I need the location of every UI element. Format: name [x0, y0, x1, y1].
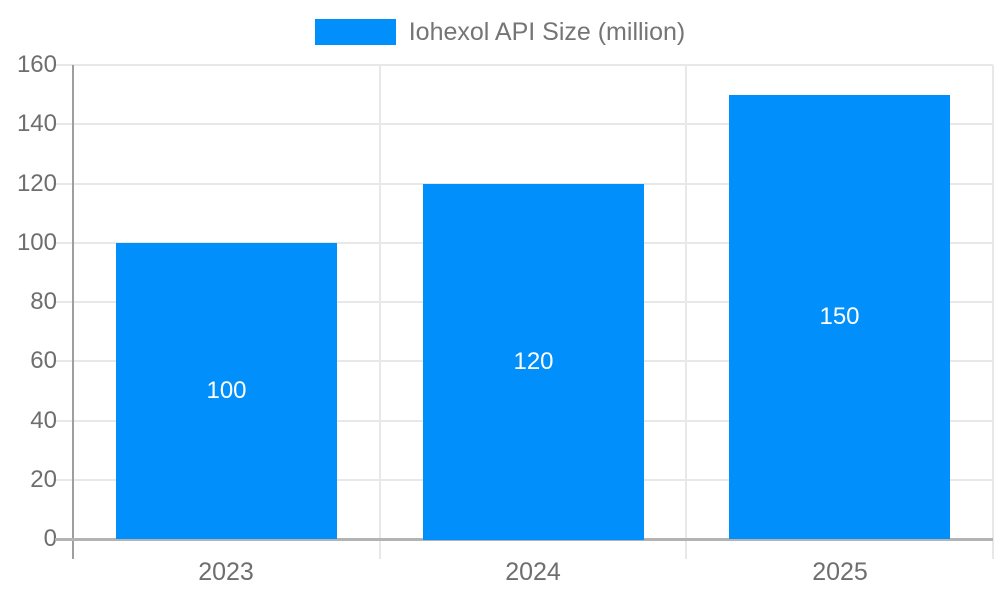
x-axis-label: 2024: [505, 558, 561, 586]
bar-value-label: 150: [819, 303, 860, 330]
bar-value-label: 120: [513, 348, 554, 375]
bar[interactable]: 100: [116, 243, 337, 539]
h-gridline: [55, 123, 993, 126]
y-axis-label: 60: [30, 347, 57, 375]
y-axis-label: 0: [43, 525, 57, 552]
h-gridline: [55, 64, 993, 66]
y-axis-line: [72, 65, 74, 559]
x-axis-label: 2025: [812, 558, 868, 586]
legend[interactable]: Iohexol API Size (million): [0, 17, 1000, 47]
y-axis-label: 20: [30, 465, 57, 493]
v-gridline: [685, 65, 688, 559]
bar[interactable]: 150: [729, 95, 950, 539]
bar-value-label: 100: [206, 377, 247, 404]
y-axis-label: 100: [16, 228, 57, 256]
v-gridline: [378, 65, 381, 559]
v-gridline: [992, 65, 994, 559]
y-axis-label: 140: [16, 110, 57, 138]
y-axis-label: 160: [16, 51, 57, 78]
y-axis-label: 80: [30, 288, 57, 315]
legend-swatch[interactable]: [314, 19, 396, 45]
legend-label: Iohexol API Size (million): [408, 18, 686, 46]
bar[interactable]: 120: [423, 184, 644, 540]
x-axis-label: 2023: [198, 558, 254, 586]
y-axis-label: 40: [30, 406, 57, 434]
h-gridline: [55, 182, 993, 185]
y-axis-label: 120: [16, 169, 57, 197]
